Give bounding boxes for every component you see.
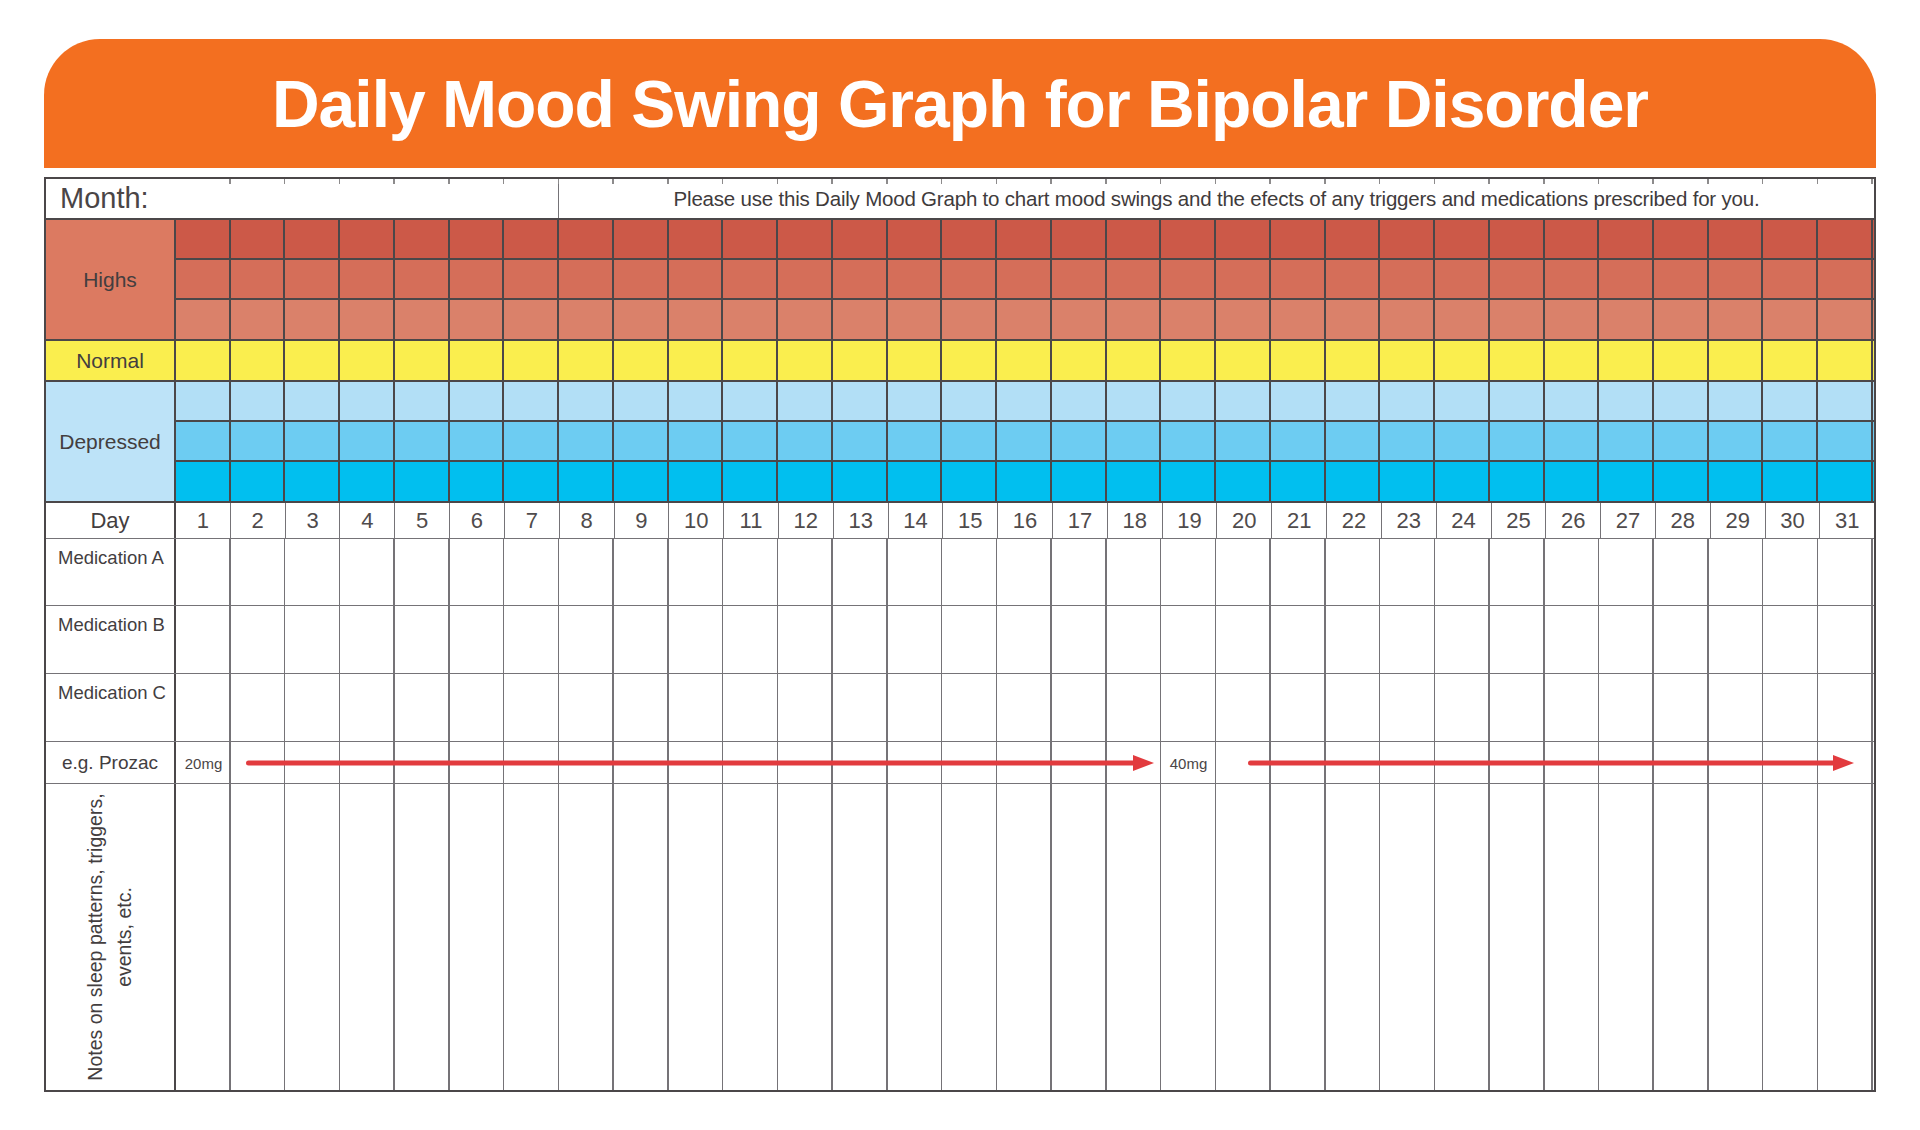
day-number-cell: 22 xyxy=(1327,503,1382,538)
arrow-head-icon xyxy=(1133,755,1154,771)
highs-band-3[interactable] xyxy=(176,220,1874,260)
notes-label-cell: Notes on sleep patterns, triggers, event… xyxy=(46,784,176,1090)
normal-label: Normal xyxy=(46,341,176,382)
header-banner: Daily Mood Swing Graph for Bipolar Disor… xyxy=(44,39,1876,168)
dose-start-text: 20mg xyxy=(176,754,231,771)
depressed-band-3[interactable] xyxy=(176,462,1874,503)
medication-c-cells[interactable] xyxy=(176,674,1874,741)
notes-label-line2: events, etc. xyxy=(110,793,139,1080)
day-number-cell: 18 xyxy=(1108,503,1163,538)
day-number-cell: 5 xyxy=(395,503,450,538)
depressed-band-2[interactable] xyxy=(176,422,1874,462)
day-number-cell: 15 xyxy=(943,503,998,538)
example-medication-cells: 20mg 40mg xyxy=(176,742,1874,783)
notes-row: Notes on sleep patterns, triggers, event… xyxy=(46,784,1874,1090)
instruction-text: Please use this Daily Mood Graph to char… xyxy=(674,187,1760,211)
depressed-label: Depressed xyxy=(46,382,176,503)
day-number-cell: 29 xyxy=(1711,503,1766,538)
day-number-cell: 12 xyxy=(779,503,834,538)
normal-band[interactable] xyxy=(176,341,1874,382)
day-number-cell: 28 xyxy=(1656,503,1711,538)
day-numbers: 1234567891011121314151617181920212223242… xyxy=(176,503,1874,538)
dose-duration-arrow-2 xyxy=(1248,755,1854,771)
notes-label: Notes on sleep patterns, triggers, event… xyxy=(81,793,139,1080)
dose-duration-arrow-1 xyxy=(246,755,1154,771)
day-number-cell: 31 xyxy=(1820,503,1874,538)
day-number-cell: 1 xyxy=(176,503,231,538)
day-label: Day xyxy=(46,503,176,538)
day-number-cell: 2 xyxy=(231,503,286,538)
medication-b-cells[interactable] xyxy=(176,606,1874,673)
month-label: Month: xyxy=(60,182,149,215)
arrow-head-icon xyxy=(1833,755,1854,771)
day-number-cell: 30 xyxy=(1766,503,1821,538)
day-number-cell: 25 xyxy=(1492,503,1547,538)
day-number-cell: 14 xyxy=(889,503,944,538)
day-number-cell: 26 xyxy=(1546,503,1601,538)
medication-a-cells[interactable] xyxy=(176,539,1874,605)
highs-label: Highs xyxy=(46,220,176,341)
mood-scale-labels: Highs Normal Depressed xyxy=(46,220,176,503)
depressed-band-1[interactable] xyxy=(176,382,1874,422)
day-number-cell: 7 xyxy=(505,503,560,538)
day-header-row: Day 123456789101112131415161718192021222… xyxy=(46,503,1874,539)
day-number-cell: 21 xyxy=(1272,503,1327,538)
medication-row-b: Medication B xyxy=(46,606,1874,674)
medication-b-label: Medication B xyxy=(46,606,176,673)
day-number-cell: 16 xyxy=(998,503,1053,538)
day-number-cell: 27 xyxy=(1601,503,1656,538)
dose-increase-text: 40mg xyxy=(1161,754,1216,771)
mood-chart-page: Daily Mood Swing Graph for Bipolar Disor… xyxy=(0,0,1920,1130)
example-medication-label: e.g. Prozac xyxy=(46,742,176,783)
day-number-cell: 11 xyxy=(724,503,779,538)
day-number-cell: 13 xyxy=(834,503,889,538)
day-number-cell: 9 xyxy=(615,503,670,538)
medication-a-label: Medication A xyxy=(46,539,176,605)
day-number-cell: 4 xyxy=(340,503,395,538)
day-number-cell: 19 xyxy=(1163,503,1218,538)
day-number-cell: 24 xyxy=(1437,503,1492,538)
example-medication-row: e.g. Prozac 20mg 40mg xyxy=(46,742,1874,784)
page-title: Daily Mood Swing Graph for Bipolar Disor… xyxy=(272,66,1648,142)
day-number-cell: 6 xyxy=(450,503,505,538)
mood-chart-table: Month: Please use this Daily Mood Graph … xyxy=(44,177,1876,1092)
day-number-cell: 8 xyxy=(560,503,615,538)
day-number-cell: 23 xyxy=(1382,503,1437,538)
month-field[interactable]: Month: xyxy=(46,179,559,218)
medication-row-a: Medication A xyxy=(46,539,1874,606)
day-number-cell: 17 xyxy=(1053,503,1108,538)
day-number-cell: 20 xyxy=(1217,503,1272,538)
day-number-cell: 3 xyxy=(286,503,341,538)
instruction-cell: Please use this Daily Mood Graph to char… xyxy=(559,179,1874,218)
month-row: Month: Please use this Daily Mood Graph … xyxy=(46,179,1874,220)
medication-row-c: Medication C xyxy=(46,674,1874,742)
notes-label-line1: Notes on sleep patterns, triggers, xyxy=(81,793,110,1080)
highs-band-1[interactable] xyxy=(176,300,1874,341)
notes-area[interactable] xyxy=(176,784,1874,1090)
mood-band-area xyxy=(176,220,1874,503)
mood-grid: Highs Normal Depressed xyxy=(46,220,1874,503)
arrow-shaft xyxy=(1248,760,1836,765)
medication-c-label: Medication C xyxy=(46,674,176,741)
highs-band-2[interactable] xyxy=(176,260,1874,300)
day-number-cell: 10 xyxy=(669,503,724,538)
arrow-shaft xyxy=(246,760,1136,765)
